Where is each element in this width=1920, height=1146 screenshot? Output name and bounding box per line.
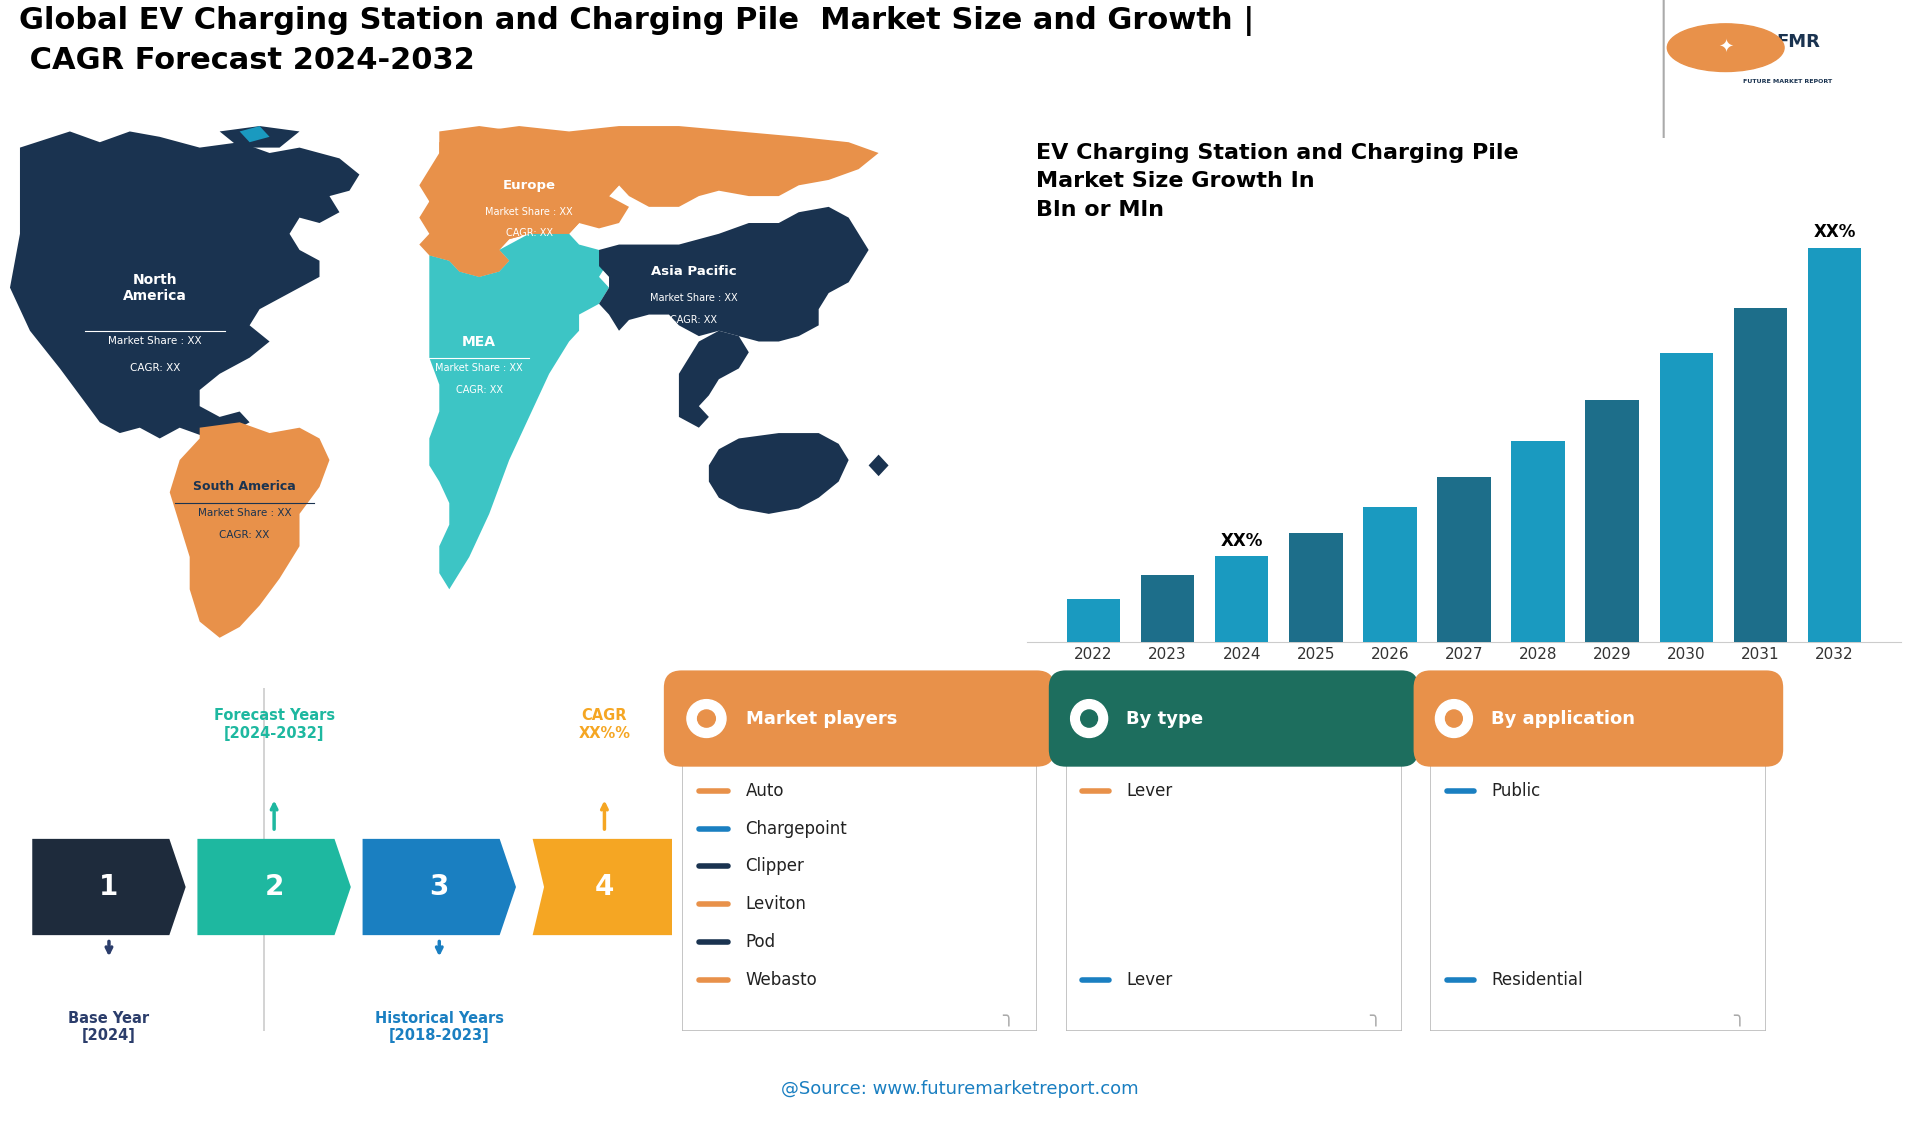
Circle shape (1446, 709, 1463, 728)
Bar (1734, 308, 1788, 642)
Text: XX%: XX% (1221, 532, 1263, 550)
Bar (1438, 477, 1490, 642)
Text: Market Share : XX: Market Share : XX (436, 363, 522, 374)
FancyBboxPatch shape (1430, 749, 1766, 1031)
Text: Lever: Lever (1125, 971, 1173, 989)
Text: Auto: Auto (745, 782, 783, 800)
Circle shape (697, 709, 716, 728)
Text: South America: South America (194, 480, 296, 494)
Text: XX%: XX% (1812, 223, 1855, 242)
Text: 1: 1 (100, 873, 119, 901)
Text: Market Share : XX: Market Share : XX (651, 293, 737, 303)
Text: ╮: ╮ (1002, 1008, 1014, 1027)
Text: Global EV Charging Station and Charging Pile  Market Size and Growth |
 CAGR For: Global EV Charging Station and Charging … (19, 6, 1254, 74)
Polygon shape (868, 455, 889, 477)
Text: Lever: Lever (1125, 782, 1173, 800)
Text: Historical Years
[2018-2023]: Historical Years [2018-2023] (374, 1011, 503, 1043)
Text: 4: 4 (595, 873, 614, 901)
Text: Asia Pacific: Asia Pacific (651, 265, 737, 278)
Polygon shape (430, 126, 879, 277)
Text: Chargepoint: Chargepoint (745, 819, 847, 838)
Polygon shape (10, 132, 359, 439)
FancyBboxPatch shape (1413, 670, 1784, 767)
Text: MEA: MEA (463, 335, 495, 348)
Bar (1586, 400, 1640, 642)
Polygon shape (198, 839, 351, 935)
Polygon shape (430, 234, 609, 589)
Bar (1363, 507, 1417, 642)
Bar (1809, 248, 1860, 642)
Text: Public: Public (1492, 782, 1540, 800)
Text: CAGR: XX: CAGR: XX (505, 228, 553, 238)
Circle shape (687, 699, 726, 738)
FancyBboxPatch shape (1066, 749, 1402, 1031)
Bar (1511, 440, 1565, 642)
Text: CAGR: XX: CAGR: XX (455, 385, 503, 394)
Text: CAGR: XX: CAGR: XX (670, 314, 718, 324)
Text: 2: 2 (265, 873, 284, 901)
FancyBboxPatch shape (664, 670, 1054, 767)
Text: Market Share : XX: Market Share : XX (486, 206, 572, 217)
Text: Leviton: Leviton (745, 895, 806, 913)
Text: North
America: North America (123, 273, 186, 303)
Text: 3: 3 (430, 873, 449, 901)
Text: FUTURE MARKET REPORT: FUTURE MARKET REPORT (1743, 79, 1832, 85)
Polygon shape (419, 126, 630, 277)
Bar (1215, 556, 1269, 642)
Text: ✦: ✦ (1718, 39, 1734, 56)
Text: CAGR: XX: CAGR: XX (129, 363, 180, 374)
Text: Forecast Years
[2024-2032]: Forecast Years [2024-2032] (213, 708, 334, 740)
Circle shape (1071, 699, 1108, 738)
Polygon shape (680, 331, 749, 427)
Bar (1659, 353, 1713, 642)
Polygon shape (532, 839, 682, 935)
Text: By application: By application (1492, 709, 1636, 728)
FancyBboxPatch shape (682, 749, 1037, 1031)
Text: Market Share : XX: Market Share : XX (108, 336, 202, 346)
Bar (1068, 599, 1119, 642)
Polygon shape (363, 839, 516, 935)
Text: CAGR: XX: CAGR: XX (219, 529, 271, 540)
Text: Base Year
[2024]: Base Year [2024] (69, 1011, 150, 1043)
Text: Webasto: Webasto (745, 971, 818, 989)
Text: Clipper: Clipper (745, 857, 804, 876)
FancyBboxPatch shape (1663, 0, 1912, 154)
Circle shape (1081, 709, 1098, 728)
Bar (1140, 575, 1194, 642)
Polygon shape (33, 839, 186, 935)
Text: @Source: www.futuremarketreport.com: @Source: www.futuremarketreport.com (781, 1080, 1139, 1098)
Polygon shape (169, 423, 330, 637)
Text: Residential: Residential (1492, 971, 1582, 989)
Text: Market Share : XX: Market Share : XX (198, 509, 292, 518)
Bar (1288, 533, 1342, 642)
Text: CAGR
XX%%: CAGR XX%% (578, 708, 630, 740)
Text: ╮: ╮ (1369, 1008, 1380, 1027)
FancyBboxPatch shape (1048, 670, 1419, 767)
Text: Pod: Pod (745, 933, 776, 951)
Polygon shape (708, 433, 849, 513)
Polygon shape (599, 206, 868, 342)
Text: Market players: Market players (745, 709, 897, 728)
Polygon shape (219, 126, 300, 148)
Text: By type: By type (1125, 709, 1204, 728)
Text: FMR: FMR (1776, 33, 1820, 50)
Text: ╮: ╮ (1734, 1008, 1745, 1027)
Text: EV Charging Station and Charging Pile
Market Size Growth In
Bln or Mln: EV Charging Station and Charging Pile Ma… (1037, 142, 1519, 220)
Circle shape (1436, 699, 1473, 738)
Text: Europe: Europe (503, 179, 555, 191)
Circle shape (1667, 24, 1784, 71)
Polygon shape (240, 126, 269, 142)
